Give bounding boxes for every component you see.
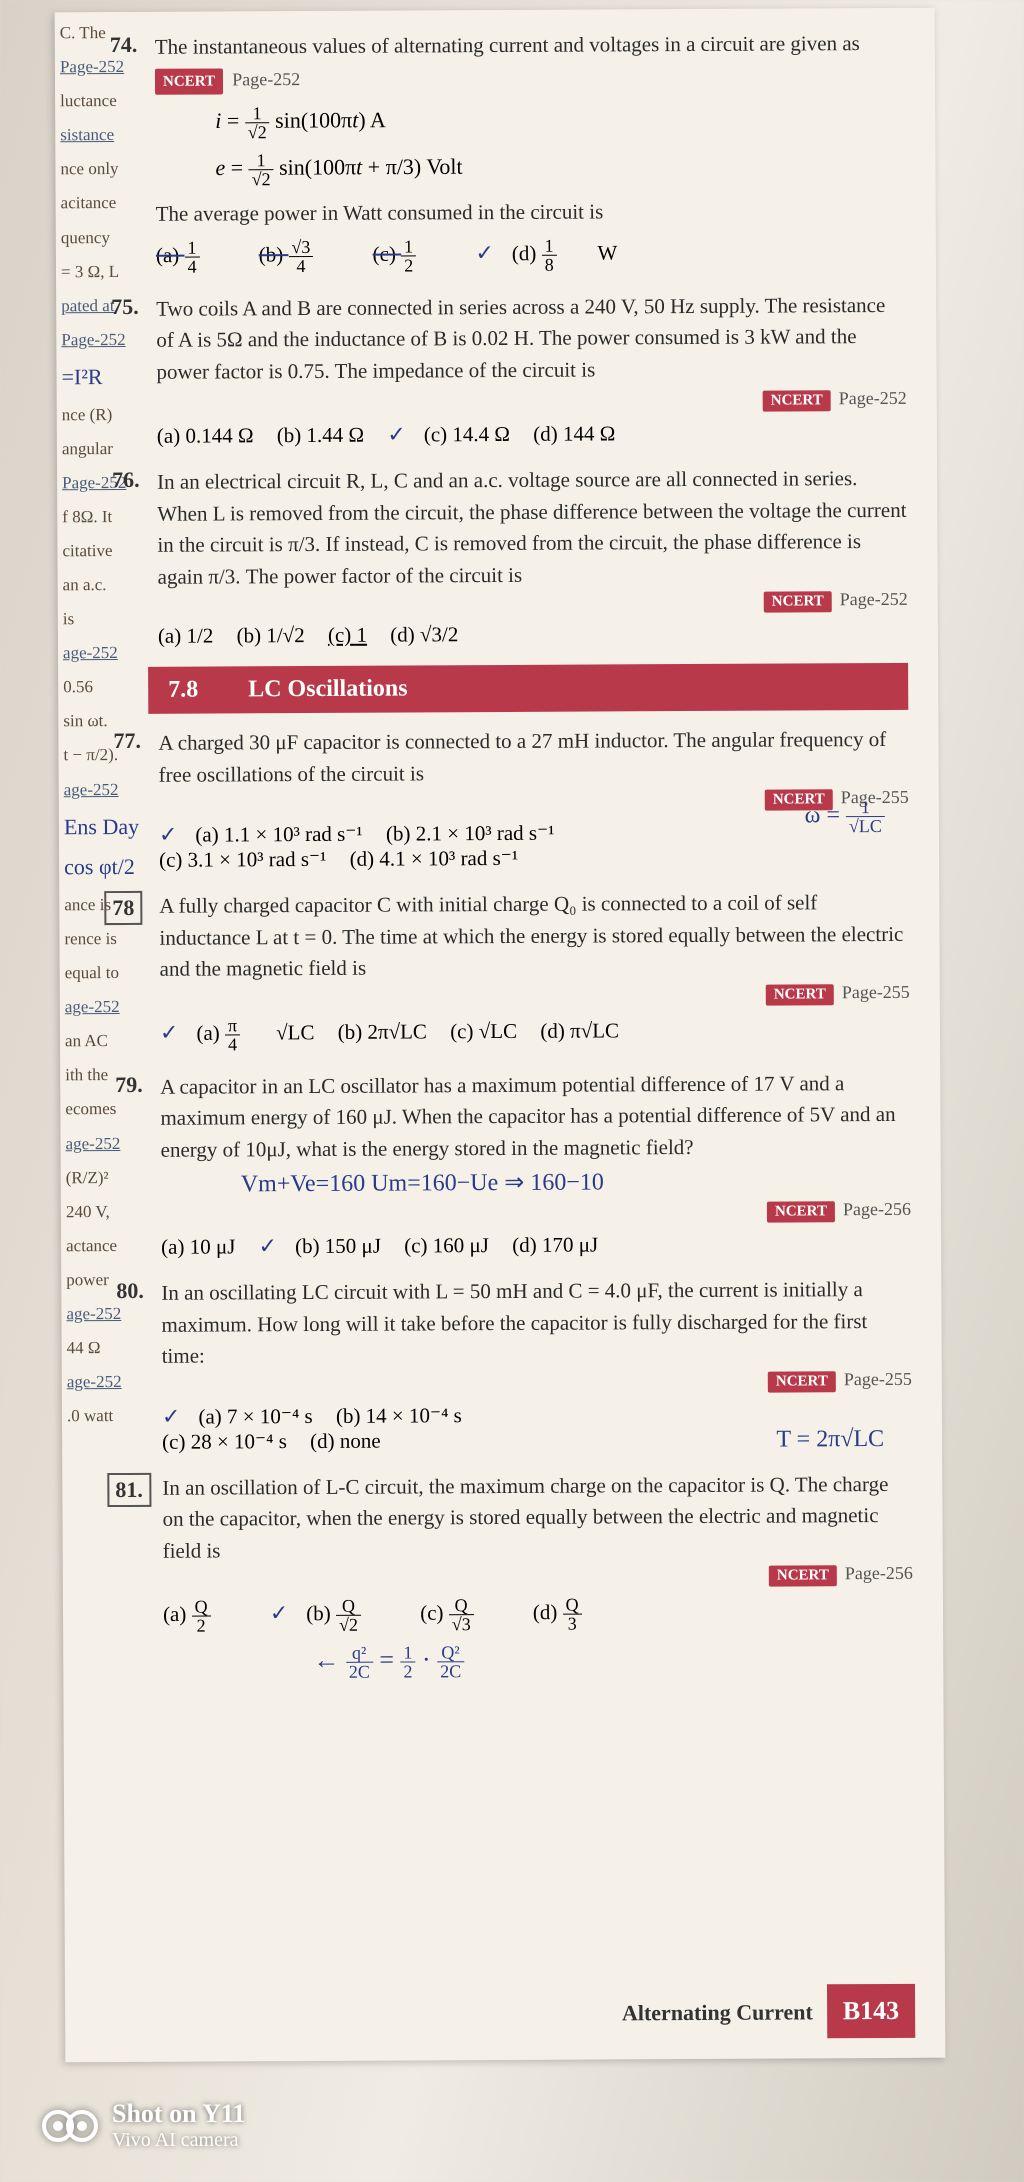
opt-a: (a) Q2 bbox=[163, 1597, 247, 1634]
opt-b: (b) 1.44 Ω bbox=[277, 423, 364, 448]
page-ref: Page-255 bbox=[844, 1368, 912, 1388]
qnum-81: 81. bbox=[107, 1472, 151, 1506]
opt-b: ✓(b) Q√2 bbox=[270, 1597, 397, 1635]
question-75: 75. Two coils A and B are connected in s… bbox=[156, 289, 907, 448]
qnum-78: 78 bbox=[104, 891, 142, 925]
hand-note-81: ← q²2C = 12 · Q²2C bbox=[313, 1640, 1024, 1681]
footer-badge: B143 bbox=[827, 1984, 916, 2038]
opt-a: (a) 1/2 bbox=[158, 623, 214, 648]
section-title: LC Oscillations bbox=[248, 675, 407, 703]
ncert-tag: NCERT bbox=[769, 1565, 837, 1586]
opt-b: (b) 2π√LC bbox=[338, 1019, 427, 1044]
page-footer: Alternating Current B143 bbox=[165, 1984, 915, 2042]
q76-text: In an electrical circuit R, L, C and an … bbox=[157, 463, 908, 593]
question-74: 74. The instantaneous values of alternat… bbox=[155, 28, 906, 275]
section-band: 7.8 LC Oscillations bbox=[148, 663, 908, 714]
qnum-80: 80. bbox=[116, 1278, 144, 1304]
hand-note-80: T = 2π√LC bbox=[776, 1425, 884, 1453]
camera-text: Shot on Y11 Vivo AI camera bbox=[112, 2099, 245, 2152]
q74-math1: i = 1√2 sin(100πt) A bbox=[215, 101, 905, 142]
opt-a: ✓(a) 1.1 × 10³ rad s⁻¹ bbox=[159, 821, 363, 848]
ncert-tag: NCERT bbox=[766, 984, 834, 1005]
opt-d: (d) 4.1 × 10³ rad s⁻¹ bbox=[350, 846, 519, 872]
camera-watermark: Shot on Y11 Vivo AI camera bbox=[40, 2099, 245, 2152]
q75-text: Two coils A and B are connected in serie… bbox=[156, 289, 906, 387]
ncert-tag: NCERT bbox=[763, 390, 831, 411]
opt-c: ✓(c) 14.4 Ω bbox=[387, 421, 510, 448]
qnum-75: 75. bbox=[111, 293, 139, 319]
ncert-tag: NCERT bbox=[764, 591, 832, 612]
opt-d: (d) Q3 bbox=[533, 1595, 618, 1632]
qnum-77: 77. bbox=[113, 728, 141, 754]
opt-b: (b) 14 × 10⁻⁴ s bbox=[336, 1403, 462, 1429]
question-76: 76. In an electrical circuit R, L, C and… bbox=[157, 463, 908, 649]
opt-c: (c) 3.1 × 10³ rad s⁻¹ bbox=[159, 847, 326, 873]
q78-options: ✓(a) π4√LC (b) 2π√LC (c) √LC (d) π√LC bbox=[160, 1012, 910, 1053]
page-ref: Page-252 bbox=[840, 589, 908, 609]
q79-text: A capacitor in an LC oscillator has a ma… bbox=[160, 1067, 910, 1165]
opt-a: (a) 10 μJ bbox=[161, 1234, 235, 1259]
qnum-79: 79. bbox=[115, 1071, 143, 1097]
page-ref: Page-256 bbox=[843, 1199, 911, 1219]
q81-options: (a) Q2 ✓(b) Q√2 (c) Q√3 (d) Q3 bbox=[163, 1594, 913, 1635]
opt-d: ✓(d) 18 W bbox=[475, 236, 617, 274]
page-ref: Page-256 bbox=[845, 1563, 913, 1583]
margin-note: 0.56 bbox=[63, 676, 183, 699]
ncert-tag: NCERT bbox=[155, 68, 223, 95]
opt-d: (d) π√LC bbox=[540, 1018, 619, 1043]
ncert-tag: NCERT bbox=[768, 1371, 836, 1392]
opt-c: (c) √LC bbox=[450, 1019, 517, 1044]
opt-d: (d) √3/2 bbox=[390, 622, 458, 647]
q77-text: A charged 30 μF capacitor is connected t… bbox=[158, 724, 908, 791]
q78-text: A fully charged capacitor C with initial… bbox=[159, 887, 909, 985]
q79-options: (a) 10 μJ ✓(b) 150 μJ (c) 160 μJ (d) 170… bbox=[161, 1230, 911, 1260]
question-80: 80. In an oscillating LC circuit with L … bbox=[161, 1274, 912, 1454]
page-ref: Page-252 bbox=[232, 69, 300, 89]
q74-options: (a) 14 (b) √34 (c) 12 ✓(d) 18 W bbox=[156, 234, 906, 275]
q77-options: ✓(a) 1.1 × 10³ rad s⁻¹ (b) 2.1 × 10³ rad… bbox=[159, 818, 909, 873]
qtext-74: The instantaneous values of alternating … bbox=[155, 28, 905, 95]
opt-d: (d) none bbox=[310, 1428, 381, 1453]
opt-c: (c) Q√3 bbox=[420, 1596, 510, 1633]
question-78: 78 A fully charged capacitor C with init… bbox=[159, 887, 910, 1053]
q74-math2: e = 1√2 sin(100πt + π/3) Volt bbox=[215, 148, 905, 189]
page-ref: Page-255 bbox=[842, 981, 910, 1001]
opt-c: (c) 1 bbox=[328, 623, 367, 648]
ncert-tag: NCERT bbox=[767, 1201, 835, 1222]
page-ref: Page-252 bbox=[839, 388, 907, 408]
opt-b: (b) 1/√2 bbox=[236, 623, 304, 648]
qnum-76: 76. bbox=[112, 467, 140, 493]
question-79: 79. A capacitor in an LC oscillator has … bbox=[160, 1067, 911, 1259]
opt-c: (c) 12 bbox=[373, 237, 453, 274]
question-81: 81. In an oscillation of L-C circuit, th… bbox=[162, 1468, 913, 1681]
q76-options: (a) 1/2 (b) 1/√2 (c) 1 (d) √3/2 bbox=[158, 620, 908, 649]
q74-text2: The average power in Watt consumed in th… bbox=[156, 195, 906, 230]
question-77: 77. A charged 30 μF capacitor is connect… bbox=[158, 724, 909, 873]
hand-note-77: ω = 1√LC bbox=[805, 798, 921, 836]
q75-options: (a) 0.144 Ω (b) 1.44 Ω ✓(c) 14.4 Ω (d) 1… bbox=[157, 419, 907, 449]
opt-b: (b) 2.1 × 10³ rad s⁻¹ bbox=[386, 821, 555, 847]
q80-options: ✓(a) 7 × 10⁻⁴ s (b) 14 × 10⁻⁴ s (c) 28 ×… bbox=[162, 1399, 912, 1454]
opt-a: (a) 14 bbox=[156, 238, 236, 275]
opt-c: (c) 28 × 10⁻⁴ s bbox=[162, 1429, 287, 1455]
opt-c: (c) 160 μJ bbox=[404, 1233, 489, 1258]
camera-line1: Shot on Y11 bbox=[112, 2099, 245, 2129]
opt-a: ✓(a) 7 × 10⁻⁴ s bbox=[162, 1402, 313, 1429]
camera-line2: Vivo AI camera bbox=[112, 2129, 245, 2152]
q81-text: In an oscillation of L-C circuit, the ma… bbox=[162, 1468, 912, 1566]
opt-a: ✓(a) π4√LC bbox=[160, 1015, 315, 1053]
opt-d: (d) 170 μJ bbox=[512, 1232, 598, 1257]
q74-text: The instantaneous values of alternating … bbox=[155, 31, 860, 59]
hand-note-79: Vm+Ve=160 Um=160−Ue ⇒ 160−10 bbox=[241, 1165, 991, 1198]
opt-b: ✓(b) 150 μJ bbox=[259, 1233, 381, 1260]
opt-d: (d) 144 Ω bbox=[533, 421, 615, 446]
opt-a: (a) 0.144 Ω bbox=[157, 423, 254, 449]
opt-b: (b) √34 bbox=[259, 237, 350, 274]
footer-label: Alternating Current bbox=[622, 1999, 813, 2025]
page: C. ThePage-252luctancesistancence onlyac… bbox=[55, 8, 946, 2063]
q80-text: In an oscillating LC circuit with L = 50… bbox=[161, 1274, 911, 1372]
qnum-74: 74. bbox=[110, 32, 138, 58]
vivo-logo-icon bbox=[40, 2106, 100, 2146]
